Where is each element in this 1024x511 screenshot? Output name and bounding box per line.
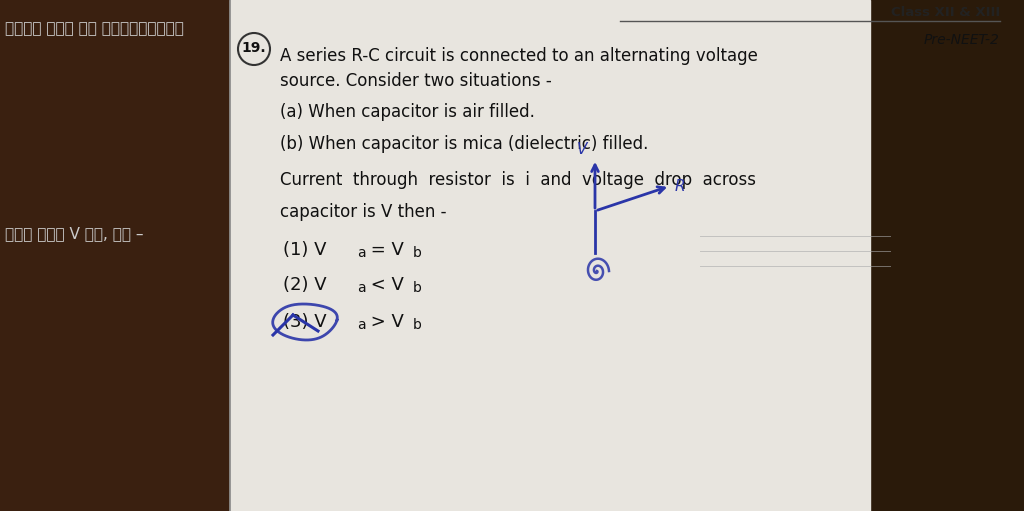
Text: b: b (413, 246, 422, 260)
Circle shape (238, 33, 270, 65)
Polygon shape (230, 0, 870, 511)
Text: R: R (675, 178, 686, 194)
Text: < V: < V (365, 276, 403, 294)
Text: व्र पतन V है, तब –: व्र पतन V है, तब – (5, 226, 143, 241)
Bar (0, 0, 230, 511)
Text: > V: > V (365, 313, 403, 331)
Text: (1) V: (1) V (283, 241, 327, 259)
Text: b: b (413, 281, 422, 295)
Text: = V: = V (365, 241, 403, 259)
Text: (2) V: (2) V (283, 276, 327, 294)
Text: a: a (357, 246, 366, 260)
Text: 19.: 19. (242, 41, 266, 55)
Text: आजीत है। दो स्थितियों: आजीत है। दो स्थितियों (5, 21, 184, 36)
Text: b: b (413, 318, 422, 332)
Text: source. Consider two situations -: source. Consider two situations - (280, 72, 552, 90)
Text: Pre-NEET-2: Pre-NEET-2 (924, 33, 1000, 47)
Bar (870, 0, 1024, 511)
Text: Class XII & XIII: Class XII & XIII (891, 6, 1000, 19)
Bar (230, 0, 1024, 511)
Text: V: V (577, 142, 587, 157)
Text: a: a (357, 318, 366, 332)
Text: (b) When capacitor is mica (dielectric) filled.: (b) When capacitor is mica (dielectric) … (280, 135, 648, 153)
Text: A series R-C circuit is connected to an alternating voltage: A series R-C circuit is connected to an … (280, 47, 758, 65)
Text: (3) V: (3) V (283, 313, 327, 331)
Text: capacitor is V then -: capacitor is V then - (280, 203, 446, 221)
Text: Current  through  resistor  is  i  and  voltage  drop  across: Current through resistor is i and voltag… (280, 171, 756, 189)
Text: a: a (357, 281, 366, 295)
Text: (a) When capacitor is air filled.: (a) When capacitor is air filled. (280, 103, 535, 121)
